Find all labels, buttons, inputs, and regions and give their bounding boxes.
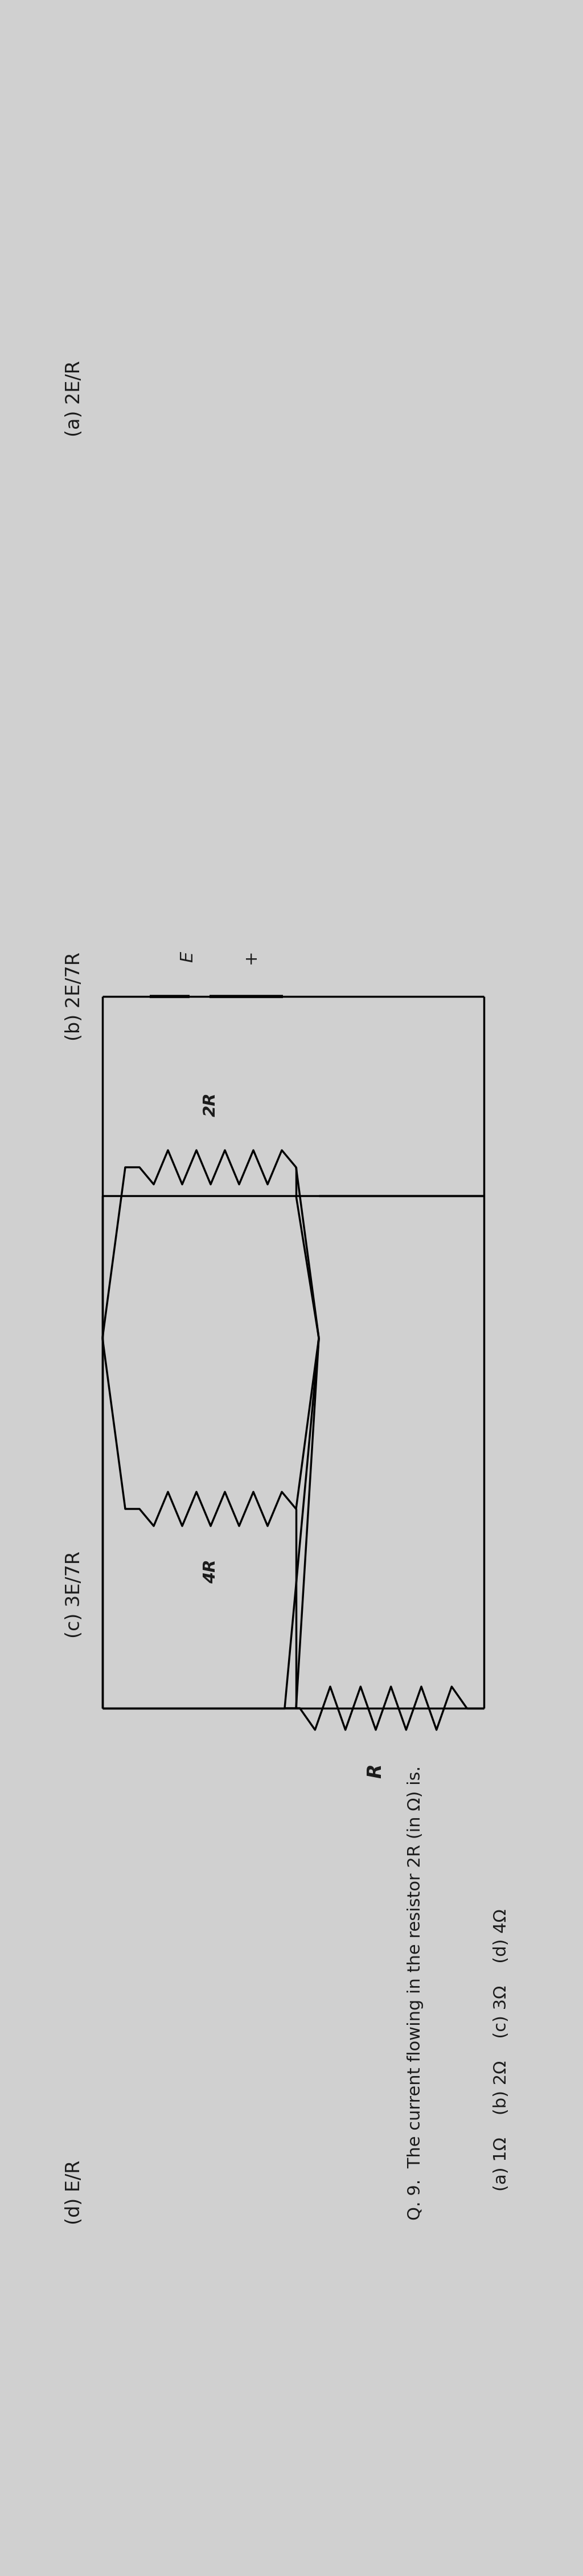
Text: E: E [180, 951, 196, 961]
Text: (a) 2E/R: (a) 2E/R [65, 361, 83, 438]
Text: (d) E/R: (d) E/R [65, 2159, 83, 2226]
Text: (a) 1Ω    (b) 2Ω    (c) 3Ω    (d) 4Ω: (a) 1Ω (b) 2Ω (c) 3Ω (d) 4Ω [493, 1909, 510, 2192]
Text: Q. 9.  The current flowing in the resistor 2R (in Ω) is.: Q. 9. The current flowing in the resisto… [408, 1765, 424, 2221]
Text: (c) 3E/7R: (c) 3E/7R [65, 1551, 83, 1638]
Text: +: + [243, 951, 259, 963]
Text: (b) 2E/7R: (b) 2E/7R [65, 953, 83, 1041]
Text: 4R: 4R [203, 1558, 219, 1584]
Text: 2R: 2R [203, 1092, 219, 1118]
Text: R: R [366, 1765, 385, 1777]
